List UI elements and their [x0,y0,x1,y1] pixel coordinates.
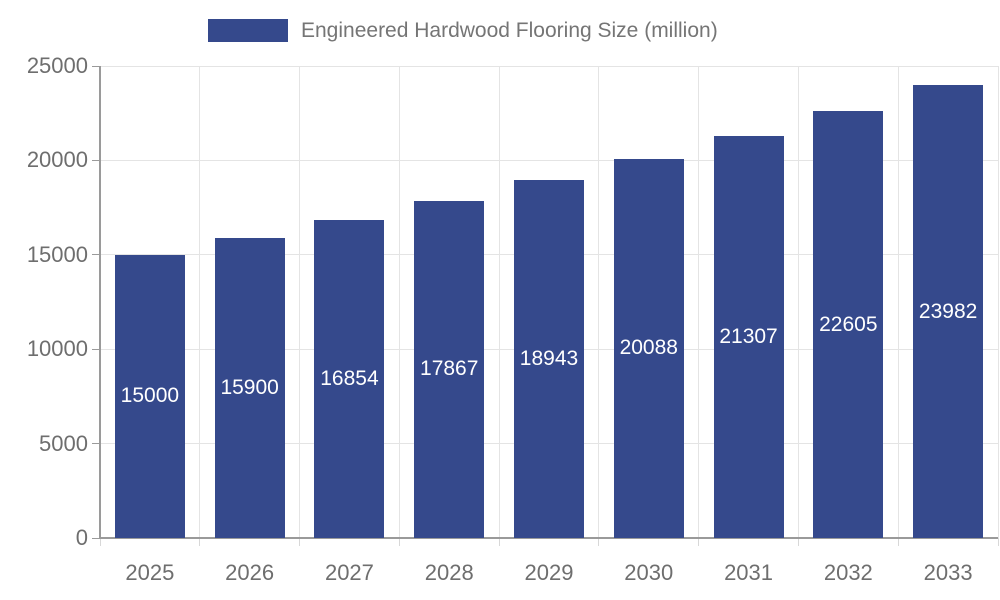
bar[interactable]: 16854 [314,219,385,538]
x-grid-line [698,66,700,538]
bar-value-label: 21307 [719,324,778,348]
x-grid-line [897,66,899,538]
legend[interactable]: Engineered Hardwood Flooring Size (milli… [208,19,718,42]
x-tick-label: 2033 [923,560,973,585]
x-grid-line [598,66,600,538]
x-axis-tick [299,538,301,546]
bar-value-label: 22605 [819,312,878,336]
bar-value-label: 17867 [420,357,479,381]
y-tick-label: 5000 [39,430,88,456]
bar-value-label: 23982 [918,299,978,323]
x-axis-line [100,537,998,539]
bar[interactable]: 21307 [713,135,784,538]
x-tick-label: 2031 [724,560,774,585]
y-axis-tick [92,159,100,161]
x-grid-line [498,66,500,538]
bar-value-label: 15000 [120,384,180,408]
y-tick-label: 15000 [26,241,88,267]
x-grid-line [299,66,301,538]
x-axis-tick [598,538,600,546]
y-axis-tick [92,443,100,445]
bar-value-label: 20088 [619,336,678,360]
bar[interactable]: 18943 [514,180,584,538]
x-tick-label: 2025 [125,560,175,585]
x-axis-tick [698,538,700,546]
x-axis-tick [99,538,101,546]
y-axis-tick [92,348,100,350]
y-tick-label: 20000 [26,147,88,173]
bar-value-label: 16854 [320,366,379,390]
x-grid-line [997,66,999,538]
bar[interactable]: 15000 [114,254,185,538]
bar[interactable]: 22605 [813,111,884,538]
x-axis-tick [398,538,400,546]
x-grid-line [797,66,799,538]
x-axis-tick [797,538,799,546]
y-grid-line [100,159,998,161]
y-axis-tick [92,254,100,256]
bar-value-label: 15900 [220,375,279,399]
legend-swatch [208,19,288,42]
y-axis-line [99,66,101,538]
x-tick-label: 2028 [424,560,474,585]
x-tick-label: 2027 [324,560,374,585]
bar[interactable]: 23982 [913,85,984,538]
x-tick-label: 2030 [624,560,674,585]
x-tick-label: 2026 [225,560,275,585]
bar[interactable]: 20088 [613,158,684,538]
bar[interactable]: 17867 [414,200,485,538]
x-grid-line [199,66,201,538]
x-axis-tick [897,538,899,546]
x-axis-tick [997,538,999,546]
x-axis-tick [498,538,500,546]
y-grid-line [100,65,998,67]
y-tick-label: 10000 [26,336,88,362]
x-grid-line [398,66,400,538]
y-tick-label: 25000 [26,53,88,78]
bar-value-label: 18943 [519,347,579,371]
y-axis-tick [92,537,100,539]
x-axis-tick [199,538,201,546]
x-tick-label: 2029 [524,560,574,585]
legend-label: Engineered Hardwood Flooring Size (milli… [301,19,718,42]
x-tick-label: 2032 [823,560,873,585]
y-axis-tick [92,65,100,67]
bar[interactable]: 15900 [214,237,285,538]
y-tick-label: 0 [75,525,88,550]
